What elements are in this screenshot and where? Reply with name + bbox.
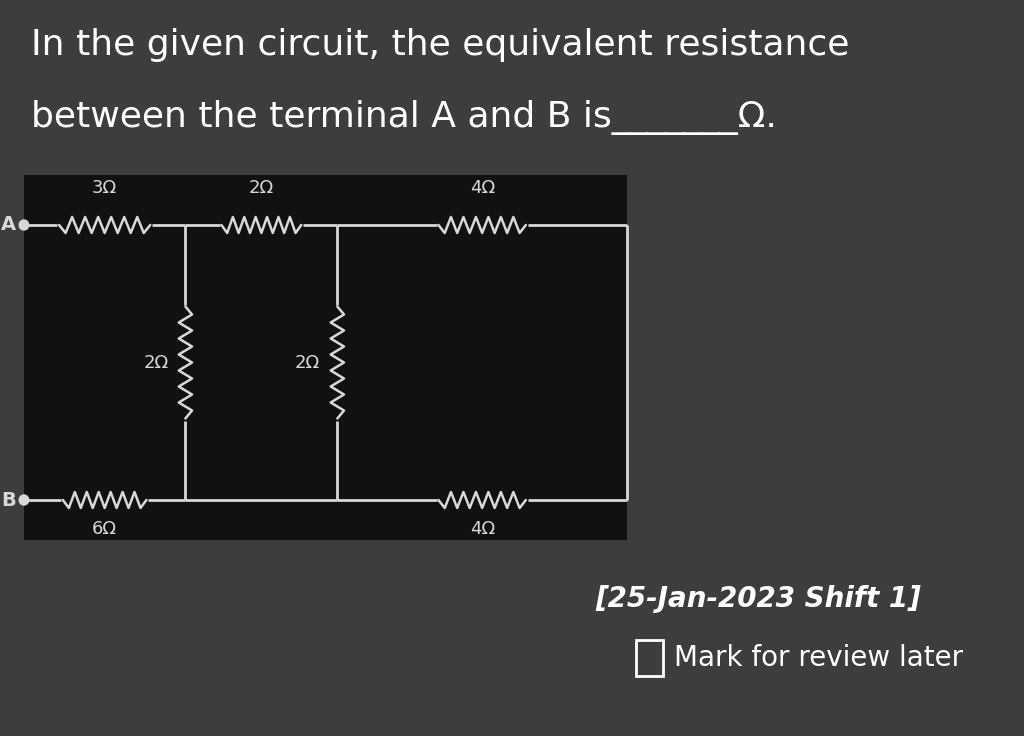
Circle shape — [19, 220, 29, 230]
Text: 3Ω: 3Ω — [92, 179, 117, 197]
Text: A: A — [1, 216, 16, 235]
Text: 2Ω: 2Ω — [143, 353, 168, 372]
Bar — [24, 175, 627, 540]
Bar — [637, 640, 664, 676]
Circle shape — [19, 495, 29, 505]
Text: between the terminal A and B is_______Ω.: between the terminal A and B is_______Ω. — [31, 100, 776, 135]
Text: [25-Jan-2023 Shift 1]: [25-Jan-2023 Shift 1] — [596, 585, 922, 613]
Text: Mark for review later: Mark for review later — [675, 644, 964, 672]
Text: B: B — [2, 490, 16, 509]
Text: 6Ω: 6Ω — [92, 520, 117, 538]
Text: 4Ω: 4Ω — [470, 179, 495, 197]
Text: 2Ω: 2Ω — [249, 179, 274, 197]
Text: 2Ω: 2Ω — [295, 353, 321, 372]
Text: 4Ω: 4Ω — [470, 520, 495, 538]
Text: In the given circuit, the equivalent resistance: In the given circuit, the equivalent res… — [31, 28, 849, 62]
